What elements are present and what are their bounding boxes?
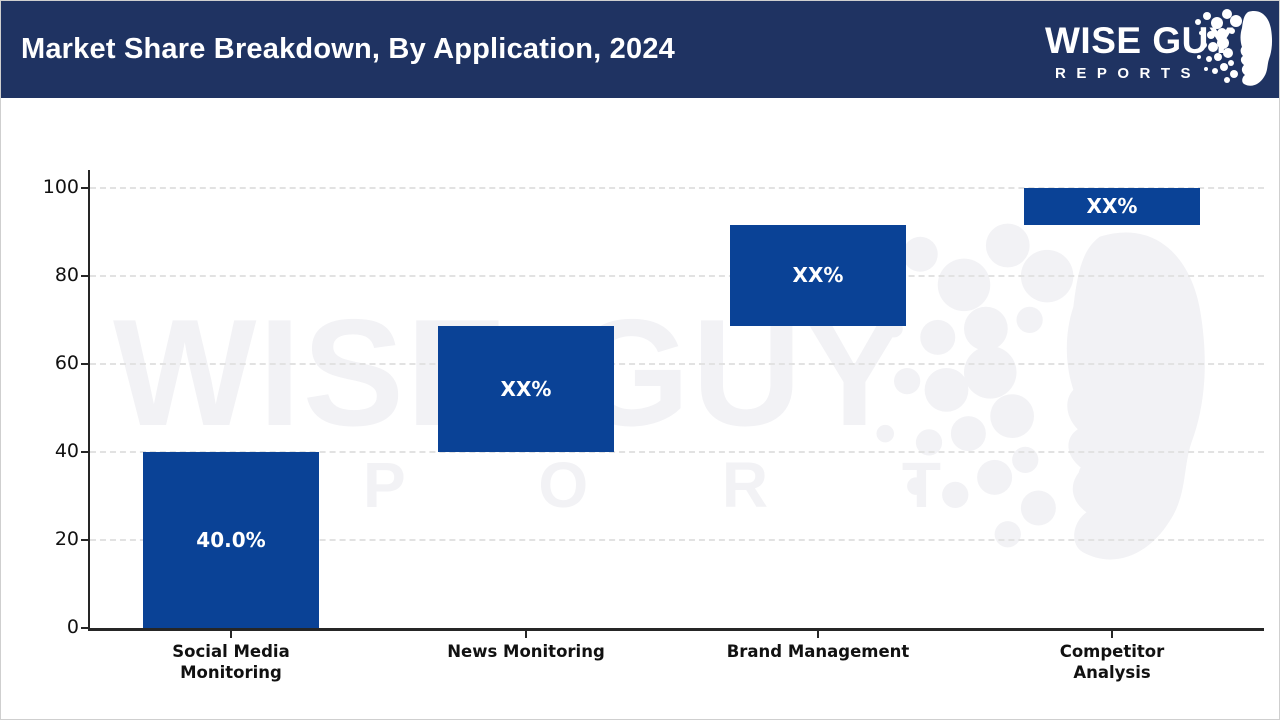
x-axis-tick-label: Brand Management	[698, 641, 938, 662]
x-axis-tick-label: Competitor Analysis	[992, 641, 1232, 683]
x-axis-tick	[1111, 631, 1113, 638]
bar-competitor-analysis: XX%	[1024, 188, 1200, 225]
y-axis-tick-label: 20	[54, 528, 79, 550]
x-axis-tick-label-line: Social Media	[172, 642, 290, 661]
bar-value-label: XX%	[500, 377, 552, 402]
gridline-40	[90, 451, 1264, 453]
y-axis-tick-label: 0	[66, 616, 79, 638]
bar-value-label: 40.0%	[196, 528, 266, 552]
header-bar: Market Share Breakdown, By Application, …	[1, 1, 1279, 98]
x-axis-tick	[525, 631, 527, 638]
chart-title: Market Share Breakdown, By Application, …	[21, 33, 675, 65]
x-axis-tick-label: News Monitoring	[406, 641, 646, 662]
x-axis-line	[88, 628, 1264, 631]
wise-guy-reports-logo: WISE GUY REPORTS	[1045, 9, 1273, 86]
watermark-face-dots-icon	[867, 223, 1205, 560]
gridline-80	[90, 275, 1264, 277]
x-axis-tick-label-line: Competitor	[1059, 642, 1165, 661]
x-axis-tick	[230, 631, 232, 638]
x-axis-tick	[817, 631, 819, 638]
chart-area: WISE GUY P O R T S 0 20 40 60 80 100 40.0% XX% X…	[1, 98, 1279, 719]
y-axis-line	[88, 170, 90, 630]
y-axis-tick-label: 40	[54, 440, 79, 462]
bar-social-media-monitoring: 40.0%	[143, 452, 319, 628]
y-axis-tick-20	[81, 539, 89, 541]
y-axis-tick-40	[81, 451, 89, 453]
x-axis-tick-label-line: Brand Management	[726, 642, 910, 661]
y-axis-tick-label: 80	[54, 264, 79, 286]
y-axis-tick-label: 100	[42, 176, 79, 198]
bar-brand-management: XX%	[730, 224, 906, 327]
logo-text-reports: REPORTS	[1055, 65, 1201, 82]
gridline-20	[90, 539, 1264, 541]
y-axis-tick-80	[81, 275, 89, 277]
gridline-100	[90, 187, 1264, 189]
x-axis-tick-label-line: Analysis	[1073, 663, 1151, 682]
bar-value-label: XX%	[1086, 194, 1138, 219]
gridline-60	[90, 363, 1264, 365]
y-axis-tick-100	[81, 187, 89, 189]
y-axis-tick-60	[81, 363, 89, 365]
y-axis-tick-0	[81, 627, 89, 629]
x-axis-tick-label-line: Monitoring	[180, 663, 282, 682]
bar-value-label: XX%	[792, 263, 844, 288]
bar-news-monitoring: XX%	[438, 326, 614, 452]
x-axis-tick-label-line: News Monitoring	[447, 642, 605, 661]
y-axis-tick-label: 60	[54, 352, 79, 374]
x-axis-tick-label: Social Media Monitoring	[111, 641, 351, 683]
logo-text-wise-guy: WISE GUY	[1045, 20, 1234, 61]
